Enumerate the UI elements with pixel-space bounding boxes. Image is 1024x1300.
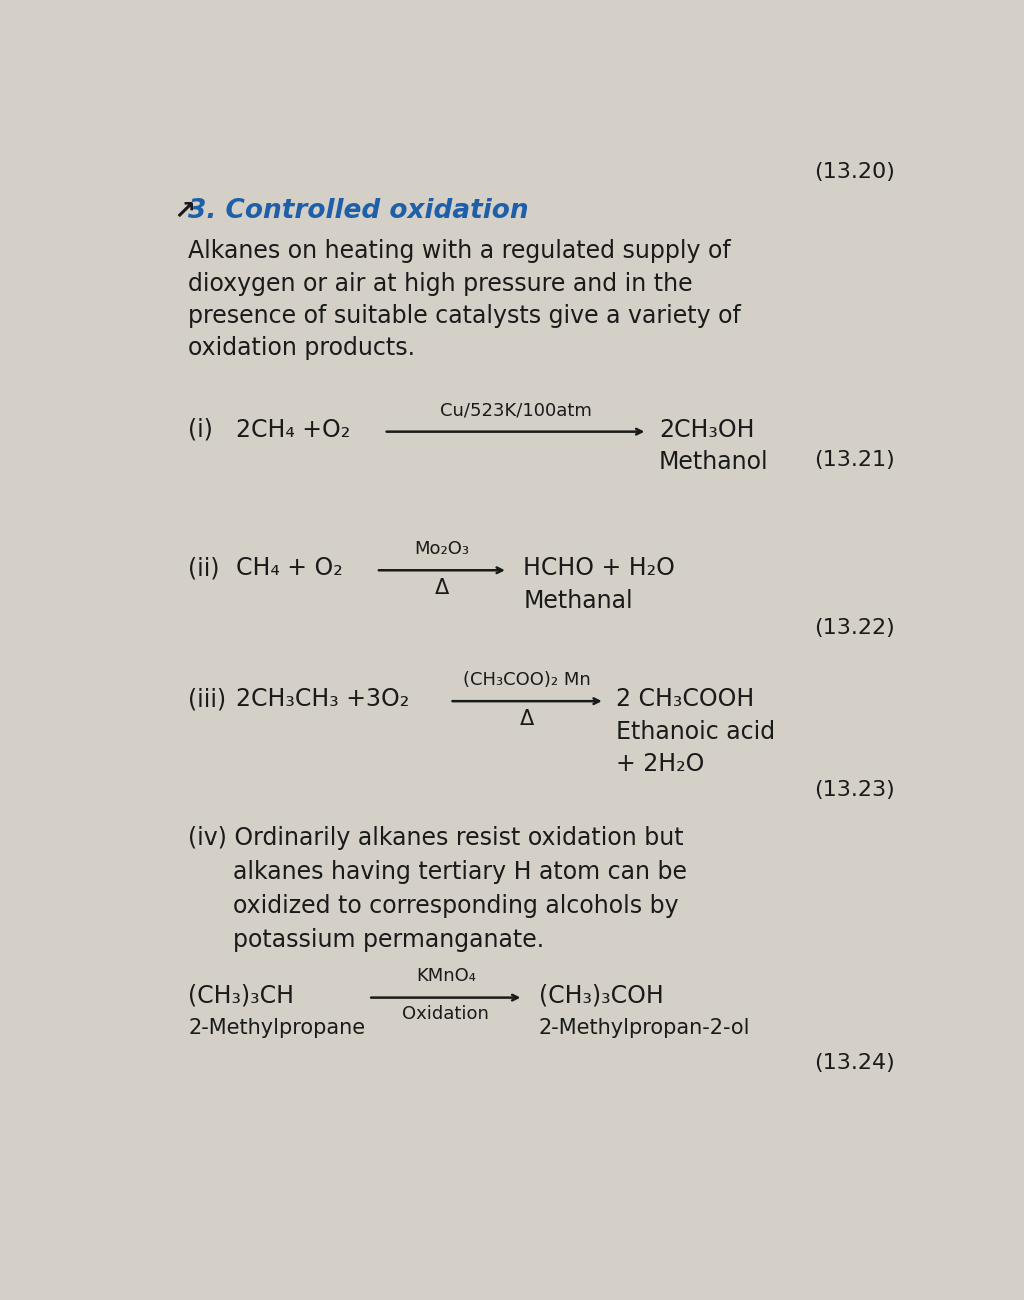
Text: Δ: Δ [520,708,535,729]
Text: 2CH₄ +O₂: 2CH₄ +O₂ [237,417,351,442]
Text: (CH₃)₃COH: (CH₃)₃COH [539,984,664,1008]
Text: Alkanes on heating with a regulated supply of: Alkanes on heating with a regulated supp… [188,239,731,263]
Text: oxidation products.: oxidation products. [188,337,416,360]
Text: oxidized to corresponding alcohols by: oxidized to corresponding alcohols by [188,893,679,918]
Text: 2 CH₃COOH: 2 CH₃COOH [616,688,755,711]
Text: CH₄ + O₂: CH₄ + O₂ [237,556,343,580]
Text: (13.20): (13.20) [814,162,895,182]
Text: (iii): (iii) [188,688,226,711]
Text: (iv) Ordinarily alkanes resist oxidation but: (iv) Ordinarily alkanes resist oxidation… [188,826,684,850]
Text: (CH₃)₃CH: (CH₃)₃CH [188,984,295,1008]
Text: presence of suitable catalysts give a variety of: presence of suitable catalysts give a va… [188,304,741,328]
Text: HCHO + H₂O: HCHO + H₂O [523,556,675,580]
Text: potassium permanganate.: potassium permanganate. [188,927,545,952]
Text: dioxygen or air at high pressure and in the: dioxygen or air at high pressure and in … [188,272,693,295]
Text: 2-Methylpropan-2-ol: 2-Methylpropan-2-ol [539,1018,751,1037]
Text: (CH₃COO)₂ Mn: (CH₃COO)₂ Mn [463,671,591,689]
Text: (i): (i) [188,417,213,442]
Text: (13.23): (13.23) [814,780,895,800]
Text: (13.24): (13.24) [814,1053,895,1072]
Text: (13.22): (13.22) [814,618,895,638]
Text: 3. Controlled oxidation: 3. Controlled oxidation [188,199,529,225]
Text: Mo₂O₃: Mo₂O₃ [415,540,469,558]
Text: 2CH₃OH: 2CH₃OH [658,417,755,442]
Text: Methanal: Methanal [523,589,633,612]
Text: KMnO₄: KMnO₄ [416,967,476,985]
Text: (ii): (ii) [188,556,220,580]
Text: alkanes having tertiary H atom can be: alkanes having tertiary H atom can be [188,859,687,884]
Text: ↗: ↗ [173,199,196,225]
Text: (13.21): (13.21) [814,450,895,471]
Text: Oxidation: Oxidation [402,1005,489,1023]
Text: Δ: Δ [435,578,449,598]
Text: Ethanoic acid: Ethanoic acid [616,720,775,744]
Text: 2-Methylpropane: 2-Methylpropane [188,1018,366,1037]
Text: 2CH₃CH₃ +3O₂: 2CH₃CH₃ +3O₂ [237,688,410,711]
Text: Methanol: Methanol [658,450,768,474]
Text: Cu/523K/100atm: Cu/523K/100atm [439,402,592,420]
Text: + 2H₂O: + 2H₂O [616,751,705,776]
